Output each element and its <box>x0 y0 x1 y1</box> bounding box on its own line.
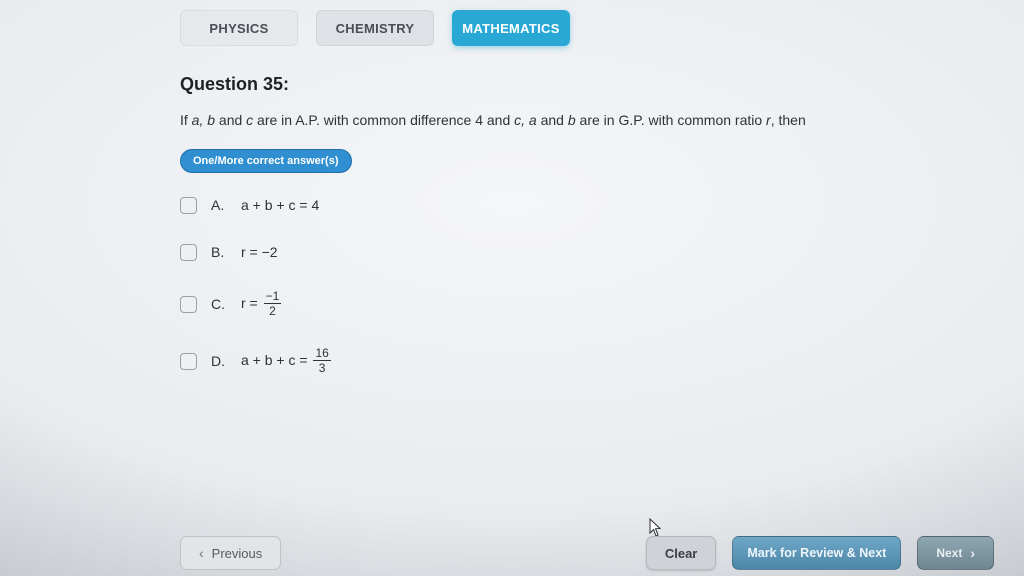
option-prefix: C. <box>211 296 227 312</box>
mark-review-button[interactable]: Mark for Review & Next <box>732 536 901 570</box>
question-block: Question 35: If a, b and c are in A.P. w… <box>0 74 1024 375</box>
question-text: If a, b and c are in A.P. with common di… <box>180 111 1024 131</box>
qtext-part: If <box>180 112 192 128</box>
option-c[interactable]: C. r = −12 <box>180 291 1024 318</box>
option-prefix: A. <box>211 197 227 213</box>
chevron-right-icon: › <box>970 546 975 560</box>
fraction: 163 <box>313 347 330 374</box>
bottom-bar: ‹ Previous Clear Mark for Review & Next … <box>0 536 1024 570</box>
previous-button[interactable]: ‹ Previous <box>180 536 281 570</box>
answer-type-badge: One/More correct answer(s) <box>180 149 352 173</box>
fraction-numerator: 16 <box>313 347 330 361</box>
next-button[interactable]: Next › <box>917 536 994 570</box>
previous-button-label: Previous <box>212 546 263 561</box>
question-title: Question 35: <box>180 74 1024 95</box>
option-text-pre: r = <box>241 295 262 311</box>
tab-mathematics[interactable]: MATHEMATICS <box>452 10 570 46</box>
subject-tabs: PHYSICS CHEMISTRY MATHEMATICS <box>0 10 1024 46</box>
chevron-left-icon: ‹ <box>199 546 204 560</box>
fraction-numerator: −1 <box>264 290 282 304</box>
checkbox-icon[interactable] <box>180 353 197 370</box>
checkbox-icon[interactable] <box>180 296 197 313</box>
clear-button-label: Clear <box>665 546 698 561</box>
mark-review-button-label: Mark for Review & Next <box>747 546 886 560</box>
fraction-denominator: 3 <box>319 361 326 374</box>
option-text: a + b + c = 163 <box>241 348 331 375</box>
qtext-part: are in G.P. with common ratio <box>576 112 766 128</box>
option-prefix: B. <box>211 244 227 260</box>
qtext-var: c, a <box>514 112 537 128</box>
fraction: −12 <box>264 290 282 317</box>
tab-chemistry[interactable]: CHEMISTRY <box>316 10 434 46</box>
qtext-var: b <box>568 112 576 128</box>
fraction-denominator: 2 <box>269 304 276 317</box>
next-button-label: Next <box>936 546 962 560</box>
cursor-icon <box>648 518 664 538</box>
quiz-page: PHYSICS CHEMISTRY MATHEMATICS Question 3… <box>0 0 1024 576</box>
option-text: r = −12 <box>241 291 281 318</box>
qtext-part: are in A.P. with common difference 4 and <box>253 112 514 128</box>
option-prefix: D. <box>211 353 227 369</box>
clear-button[interactable]: Clear <box>646 536 717 570</box>
option-d[interactable]: D. a + b + c = 163 <box>180 348 1024 375</box>
option-text: r = −2 <box>241 244 278 260</box>
option-text: a + b + c = 4 <box>241 197 319 213</box>
checkbox-icon[interactable] <box>180 197 197 214</box>
qtext-part: , then <box>771 112 806 128</box>
checkbox-icon[interactable] <box>180 244 197 261</box>
option-b[interactable]: B. r = −2 <box>180 244 1024 261</box>
tab-physics[interactable]: PHYSICS <box>180 10 298 46</box>
option-text-pre: a + b + c = <box>241 352 311 368</box>
right-button-group: Clear Mark for Review & Next Next › <box>646 536 994 570</box>
qtext-part: and <box>215 112 246 128</box>
option-list: A. a + b + c = 4 B. r = −2 C. r = −12 D. <box>180 197 1024 375</box>
qtext-var: a, b <box>192 112 215 128</box>
qtext-part: and <box>537 112 568 128</box>
option-a[interactable]: A. a + b + c = 4 <box>180 197 1024 214</box>
